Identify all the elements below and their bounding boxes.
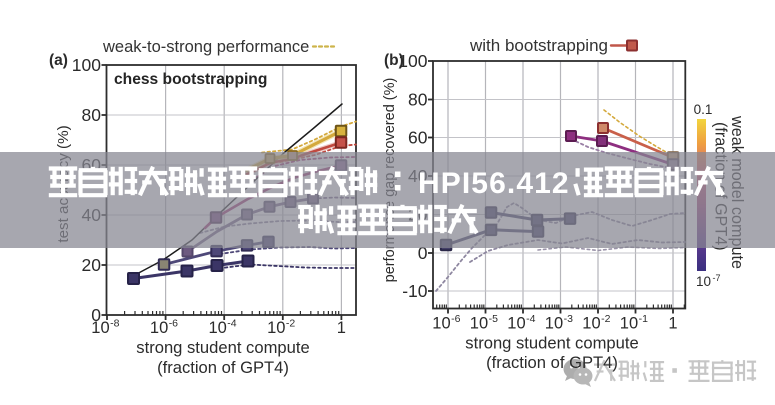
svg-text:-6: -6 bbox=[169, 318, 178, 330]
svg-text:-2: -2 bbox=[286, 318, 295, 330]
svg-text:-8: -8 bbox=[110, 318, 119, 330]
svg-text:strong student compute: strong student compute bbox=[136, 338, 309, 357]
svg-text:(fraction of GPT4): (fraction of GPT4) bbox=[486, 353, 618, 372]
svg-text:10: 10 bbox=[150, 319, 168, 337]
svg-text:HPI56.412: HPI56.412 bbox=[418, 167, 570, 200]
svg-text:(b): (b) bbox=[384, 52, 404, 69]
svg-text:80: 80 bbox=[408, 90, 428, 110]
svg-text:0.1: 0.1 bbox=[694, 102, 713, 117]
svg-text:10: 10 bbox=[507, 315, 525, 333]
svg-text:-3: -3 bbox=[564, 313, 573, 325]
svg-text:10: 10 bbox=[470, 315, 488, 333]
svg-text:100: 100 bbox=[72, 55, 101, 75]
svg-text:-7: -7 bbox=[713, 273, 721, 283]
svg-text:strong student compute: strong student compute bbox=[465, 334, 638, 353]
svg-text:10: 10 bbox=[696, 274, 711, 289]
svg-text:60: 60 bbox=[408, 128, 428, 148]
svg-text:10: 10 bbox=[432, 315, 450, 333]
svg-text:10: 10 bbox=[545, 315, 563, 333]
svg-text:10: 10 bbox=[620, 315, 638, 333]
svg-text:10: 10 bbox=[267, 319, 285, 337]
svg-text:weak-to-strong performance: weak-to-strong performance bbox=[102, 38, 309, 56]
svg-text:0: 0 bbox=[418, 243, 428, 263]
svg-text:-5: -5 bbox=[489, 313, 498, 325]
svg-text:-4: -4 bbox=[526, 313, 535, 325]
svg-text:-1: -1 bbox=[639, 313, 648, 325]
svg-text:20: 20 bbox=[82, 255, 102, 275]
svg-text:1: 1 bbox=[668, 315, 677, 333]
svg-text:-4: -4 bbox=[227, 318, 236, 330]
svg-text:chess bootstrapping: chess bootstrapping bbox=[114, 71, 267, 88]
svg-text:(fraction of GPT4): (fraction of GPT4) bbox=[157, 358, 289, 377]
svg-text:100: 100 bbox=[398, 51, 427, 71]
svg-text:(a): (a) bbox=[49, 52, 68, 69]
svg-text:-6: -6 bbox=[451, 313, 460, 325]
svg-text:10: 10 bbox=[582, 315, 600, 333]
svg-text:1: 1 bbox=[337, 319, 346, 337]
svg-text:10: 10 bbox=[209, 319, 227, 337]
svg-text:with bootstrapping: with bootstrapping bbox=[469, 36, 608, 55]
svg-text:0: 0 bbox=[91, 305, 101, 325]
svg-text:-2: -2 bbox=[601, 313, 610, 325]
svg-text:80: 80 bbox=[82, 105, 102, 125]
svg-text:-10: -10 bbox=[402, 281, 428, 301]
svg-text:10: 10 bbox=[91, 319, 109, 337]
